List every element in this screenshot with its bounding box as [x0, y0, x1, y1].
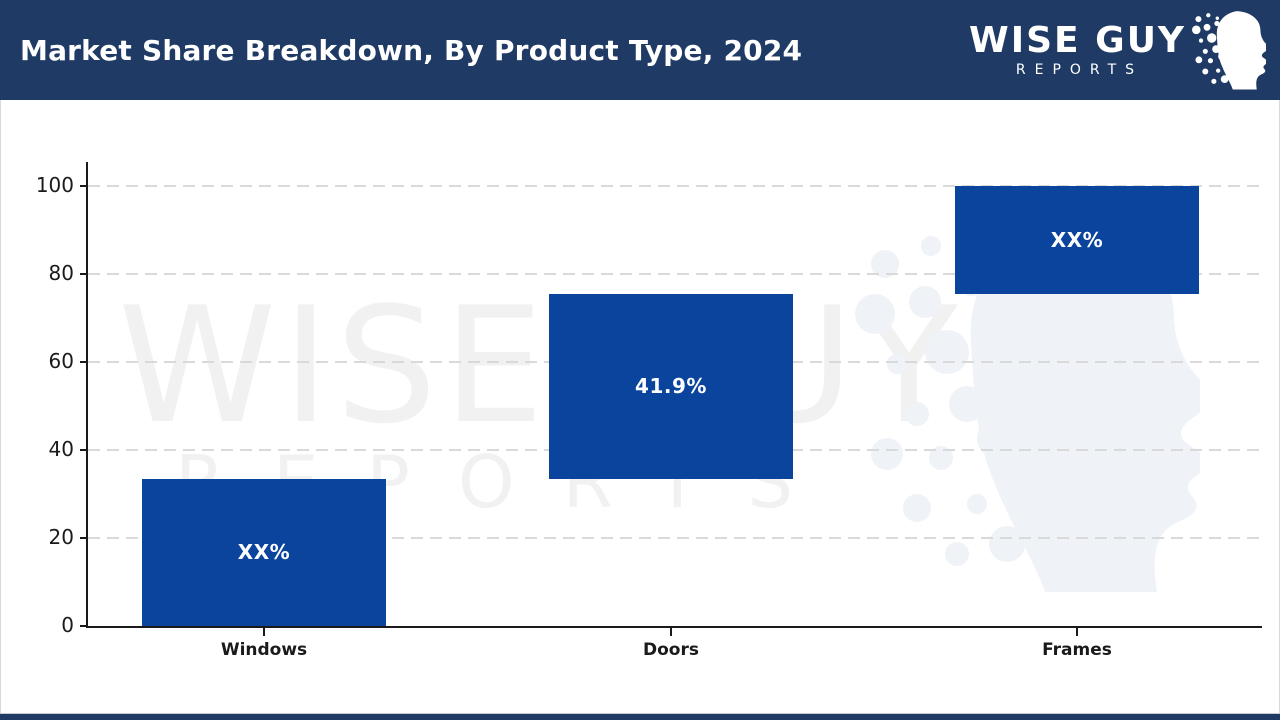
y-tick-40 [80, 449, 88, 451]
logo-reports-text: REPORTS [1015, 62, 1144, 78]
gridline-y100 [88, 185, 1262, 187]
chart-title: Market Share Breakdown, By Product Type,… [20, 33, 803, 67]
category-label-frames: Frames [1042, 640, 1112, 660]
y-tick-label-0: 0 [61, 613, 74, 637]
bar-frames: XX% [955, 186, 1199, 295]
gridline-y20 [88, 537, 1262, 539]
bar-doors: 41.9% [549, 294, 793, 479]
logo-wordmark: WISE GUY [968, 20, 1186, 61]
bar-label-frames: XX% [1050, 228, 1104, 253]
y-tick-100 [80, 185, 88, 187]
x-tick-frames [1076, 628, 1078, 636]
y-tick-60 [80, 361, 88, 363]
y-tick-label-100: 100 [35, 173, 74, 197]
y-tick-80 [80, 273, 88, 275]
x-tick-doors [670, 628, 672, 636]
y-tick-label-60: 60 [48, 349, 74, 373]
header-bar: Market Share Breakdown, By Product Type,… [0, 0, 1280, 100]
y-tick-label-40: 40 [48, 437, 74, 461]
category-label-windows: Windows [220, 640, 308, 660]
x-axis-line [86, 626, 1262, 628]
x-tick-windows [263, 628, 265, 636]
y-axis-line [86, 162, 88, 628]
wise-guy-reports-logo: WISE GUY REPORTS [969, 8, 1266, 92]
watermark-wordmark: WISE GUY [118, 272, 964, 459]
bar-label-doors: 41.9% [635, 374, 707, 399]
gridline-y80 [88, 273, 1262, 275]
category-label-doors: Doors [643, 640, 699, 660]
bar-label-windows: XX% [237, 540, 291, 565]
logo-head-icon [1192, 11, 1266, 90]
bar-windows: XX% [142, 478, 386, 626]
logo-text: WISE GUY REPORTS [968, 20, 1186, 78]
y-tick-0 [80, 625, 88, 627]
y-tick-20 [80, 537, 88, 539]
y-tick-label-20: 20 [48, 525, 74, 549]
footer-bar [0, 713, 1280, 720]
y-tick-label-80: 80 [48, 261, 74, 285]
